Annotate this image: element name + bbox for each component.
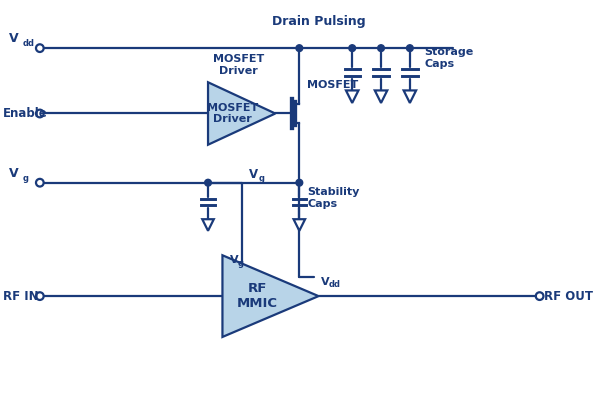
Circle shape [349,45,356,52]
Text: Enable: Enable [4,107,48,120]
Text: MOSFET
Driver: MOSFET Driver [206,103,258,124]
Text: g: g [259,174,265,183]
Polygon shape [293,219,305,231]
Polygon shape [223,255,319,337]
Text: dd: dd [23,39,35,48]
Text: g: g [238,259,244,268]
Circle shape [377,45,385,52]
Polygon shape [346,90,358,103]
Text: V: V [230,255,239,265]
Text: Storage
Caps: Storage Caps [424,47,473,68]
Text: V: V [9,32,19,45]
Text: g: g [23,174,29,183]
Text: V: V [320,276,329,286]
Polygon shape [404,90,416,103]
Text: V: V [9,167,19,180]
Text: RF IN: RF IN [4,290,39,303]
Text: V: V [250,168,259,181]
Text: Drain Pulsing: Drain Pulsing [272,16,365,28]
Text: RF
MMIC: RF MMIC [236,282,278,310]
Text: dd: dd [328,280,340,290]
Text: Stability
Caps: Stability Caps [307,187,359,209]
Circle shape [205,179,211,186]
Polygon shape [208,82,275,145]
Polygon shape [202,219,214,231]
Text: RF OUT: RF OUT [544,290,593,303]
Text: MOSFET: MOSFET [307,80,358,90]
Circle shape [296,179,303,186]
Polygon shape [375,90,387,103]
Text: MOSFET
Driver: MOSFET Driver [213,54,264,76]
Circle shape [407,45,413,52]
Circle shape [296,45,303,52]
